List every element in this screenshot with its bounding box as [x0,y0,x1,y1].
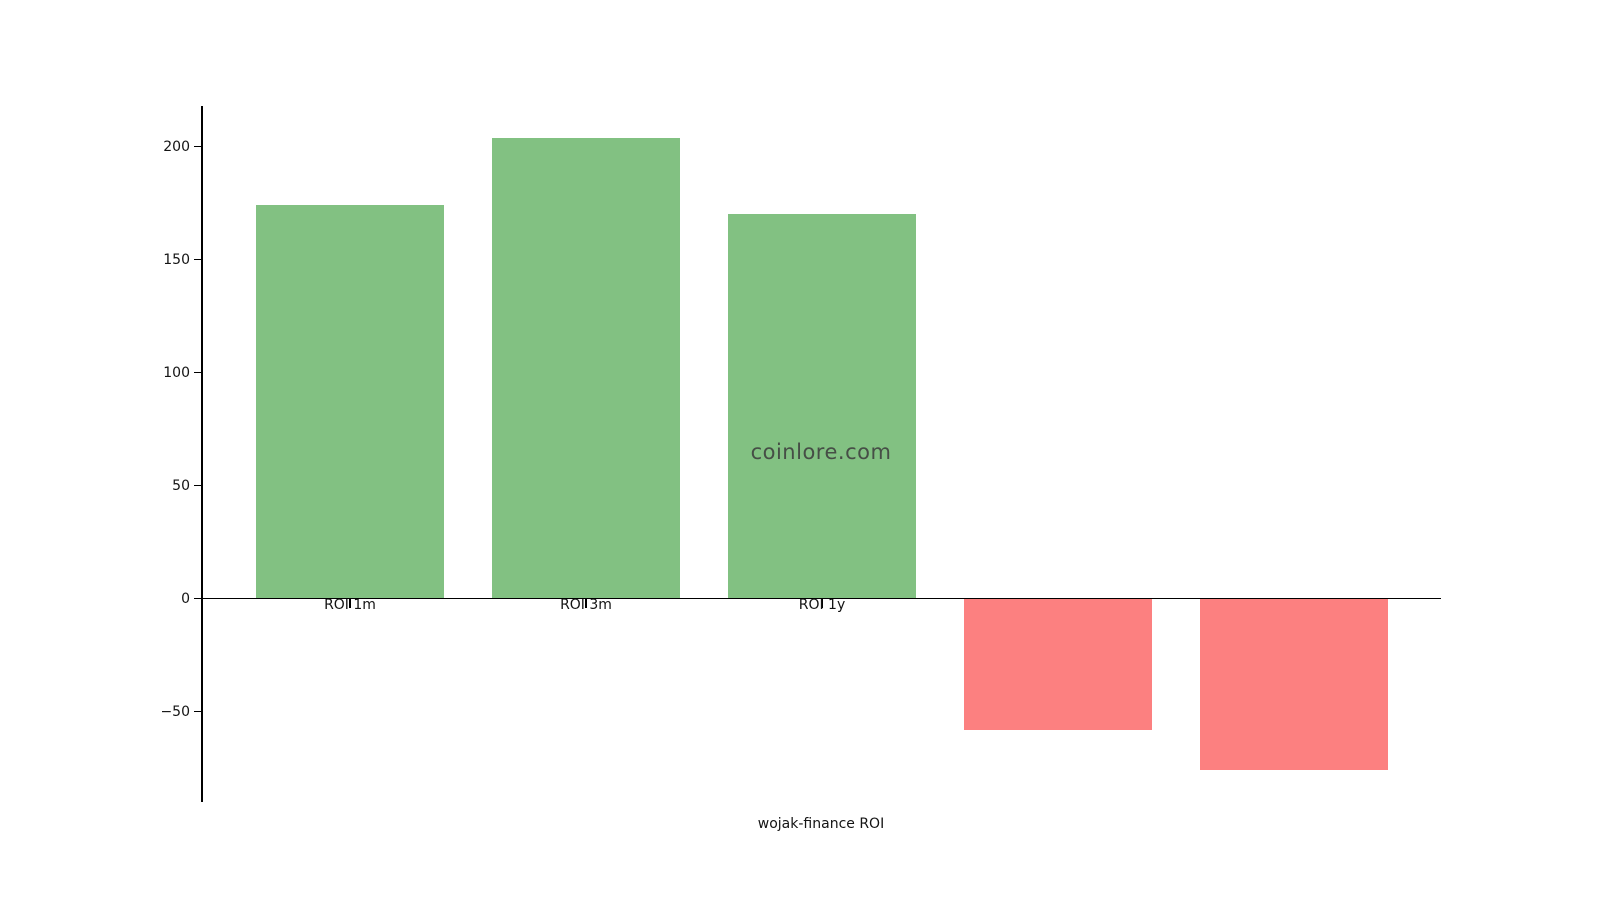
watermark-text: coinlore.com [750,440,892,464]
x-axis-line [201,597,1441,600]
chart-title: wojak-finance ROI [757,816,885,832]
x-axis-tick-label: ROI 1m [324,596,376,613]
bar-positive [256,205,444,599]
bar-positive [492,137,680,599]
y-axis-tick-label: 150 [163,251,190,268]
y-axis-tick-label: 100 [163,364,190,381]
x-axis-tick [821,598,823,608]
y-axis-tick-label: 0 [181,590,190,607]
y-axis-line [201,106,203,802]
bar-negative [964,598,1152,730]
y-axis-tick [194,145,201,148]
bar-negative [1200,598,1388,771]
y-axis-tick [194,597,201,600]
x-axis-tick [349,598,351,608]
x-axis-tick-label: ROI 3m [560,596,612,613]
y-axis-tick-label: −50 [160,703,190,720]
y-axis-tick [194,371,201,374]
y-axis-tick-label: 200 [163,138,190,155]
x-axis-tick-label: ROI 1y [798,596,846,613]
y-axis-tick [194,258,201,261]
bar-positive [728,214,916,599]
x-axis-tick [585,598,587,608]
y-axis-tick-label: 50 [172,477,190,494]
y-axis-tick [194,484,201,487]
y-axis-tick [194,710,201,713]
